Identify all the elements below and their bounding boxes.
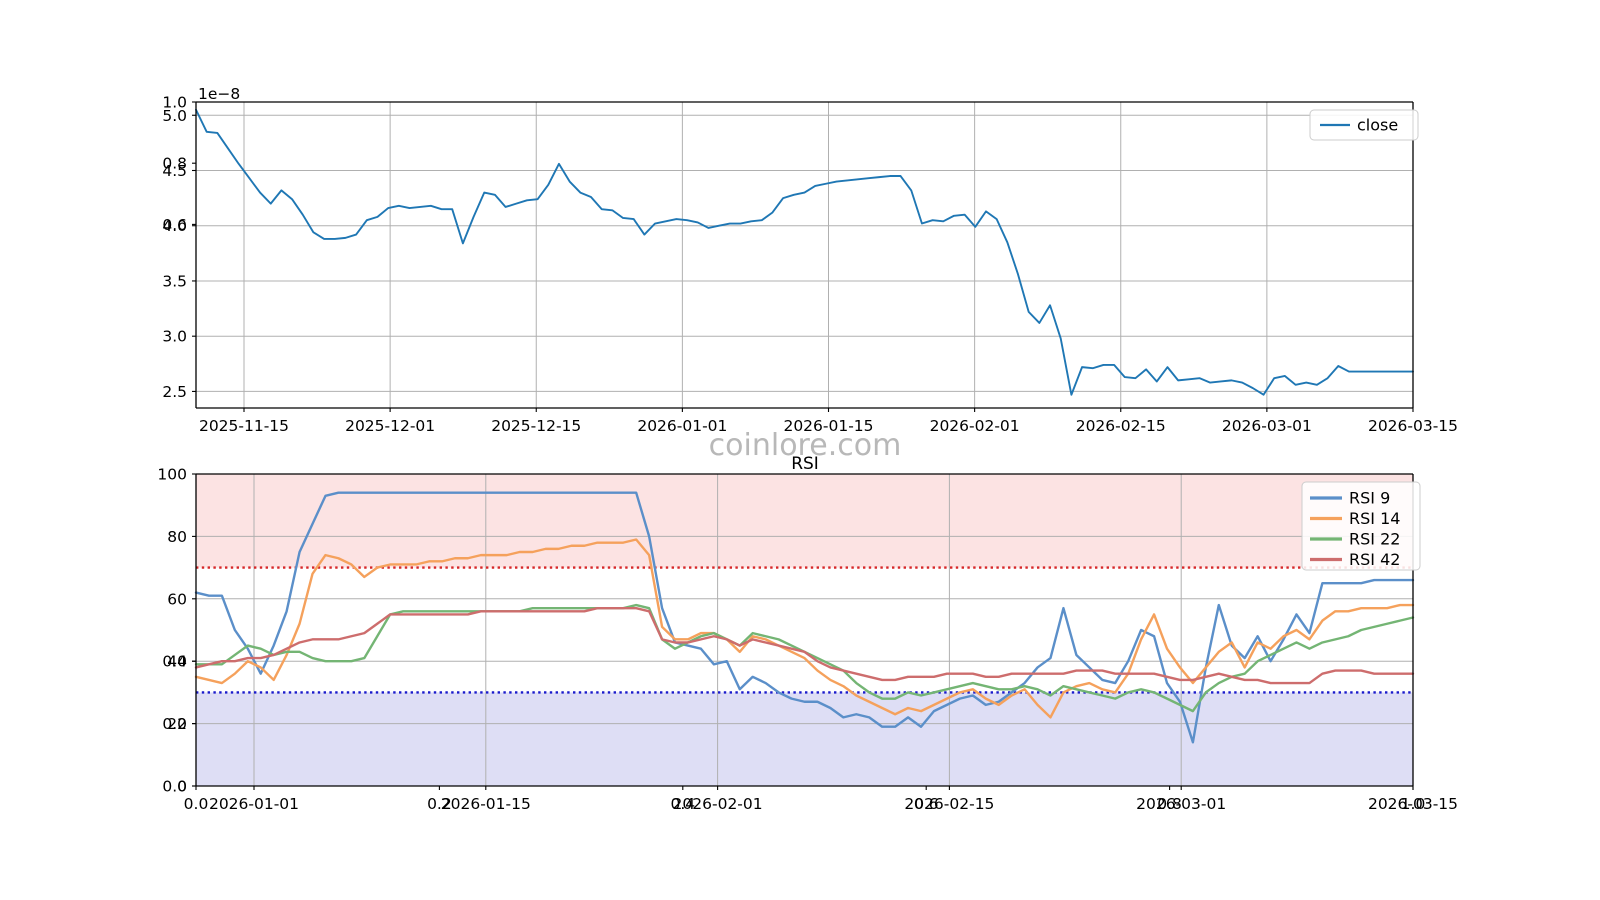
legend-background (1309, 109, 1419, 141)
rsi-panel-title: RSI (791, 454, 819, 474)
x-tick-label: 2026-01-01 (637, 417, 727, 435)
y-tick-label: 40 (167, 653, 187, 671)
rsi-y-tick-labels-overlay: 0.0 0.2 0.4 (162, 653, 196, 796)
y-tick-label-overlay: 0.0 (162, 778, 187, 796)
rsi-x-tick-labels-overlay: 0.0 0.2 0.4 0.6 0.8 1.0 (184, 786, 1426, 813)
series-line-close (195, 108, 1414, 396)
y-tick-label: 3.0 (162, 328, 187, 346)
series-line-rsi-9 (194, 491, 1415, 744)
y-tick-label: 5.0 (162, 107, 187, 125)
y-tick-label: 4.0 (162, 217, 187, 235)
x-tick-label-overlay: 0.2 (427, 795, 452, 813)
price-panel: 2.53.03.54.04.55.0 0.60.81.0 2025-11-15 2… (162, 85, 1458, 435)
y-tick-label: 4.5 (162, 162, 187, 180)
rsi-x-tick-labels: 2026-01-01 2026-01-15 2026-02-01 2026-02-15… (209, 786, 1458, 813)
x-tick-label: 2026-03-01 (1222, 417, 1312, 435)
price-plot-background (196, 102, 1413, 408)
x-tick-label: 2026-01-15 (783, 417, 873, 435)
y-tick-label: 3.5 (162, 272, 187, 290)
series-line-rsi-14 (194, 538, 1415, 719)
y-tick-label: 60 (167, 590, 187, 608)
x-tick-label: 2026-01-01 (209, 795, 299, 813)
x-tick-label-overlay: 1.0 (1401, 795, 1426, 813)
rsi-series-lines (194, 491, 1415, 744)
legend-label-rsi-14: RSI 14 (1349, 509, 1400, 528)
price-legend[interactable]: close (1309, 109, 1419, 141)
y-tick-label-overlay: 0.8 (162, 155, 187, 173)
y-tick-label-overlay: 1.0 (162, 94, 187, 112)
watermark-coinlore: coinlore.com (709, 428, 902, 463)
rsi-band (196, 692, 1413, 786)
legend-background (1301, 481, 1421, 571)
x-tick-label-overlay: 0.8 (1157, 795, 1182, 813)
x-tick-label: 2025-12-01 (345, 417, 435, 435)
x-tick-label-overlay: 0.4 (670, 795, 695, 813)
x-tick-label: 2026-03-15 (1368, 795, 1458, 813)
y-tick-label: 100 (157, 466, 187, 484)
legend-label-rsi-22: RSI 22 (1349, 530, 1400, 549)
x-tick-label: 2026-03-15 (1368, 417, 1458, 435)
legend-label-close: close (1357, 116, 1398, 135)
x-tick-label: 2026-02-15 (904, 795, 994, 813)
y-tick-label-overlay: 0.6 (162, 216, 187, 234)
price-close-line (195, 108, 1414, 396)
y-tick-label: 80 (167, 528, 187, 546)
x-tick-label: 2026-02-01 (673, 795, 763, 813)
y-tick-label: 2.5 (162, 383, 187, 401)
rsi-y-tick-labels: 0 20 40 60 80 100 (157, 466, 196, 796)
price-gridlines (196, 102, 1414, 408)
series-line-rsi-42 (194, 606, 1415, 685)
x-tick-label: 2025-12-15 (491, 417, 581, 435)
price-y-offset-text: 1e−8 (198, 85, 240, 103)
price-y-tick-labels: 2.5 3.0 3.5 4.0 4.5 5.0 (162, 107, 196, 401)
y-tick-label-overlay: 0.4 (162, 653, 187, 671)
x-tick-label: 2026-03-01 (1136, 795, 1226, 813)
x-tick-label-overlay: 0.6 (914, 795, 939, 813)
x-tick-label: 2026-01-15 (441, 795, 531, 813)
rsi-shaded-bands (196, 474, 1413, 786)
price-y-tick-labels-overlay: 0.6 0.8 1.0 (162, 94, 196, 234)
y-tick-label: 20 (167, 715, 187, 733)
legend-label-rsi-9: RSI 9 (1349, 489, 1390, 508)
x-tick-label: 2025-11-15 (199, 417, 289, 435)
x-tick-label: 2026-02-15 (1076, 417, 1166, 435)
legend-label-rsi-42: RSI 42 (1349, 550, 1400, 569)
price-x-tick-labels: 2025-11-15 2025-12-01 2025-12-15 2026-01-01… (199, 408, 1458, 435)
x-tick-label: 2026-02-01 (930, 417, 1020, 435)
y-tick-label-overlay: 0.2 (162, 715, 187, 733)
rsi-band (196, 474, 1413, 568)
y-tick-label: 0 (177, 778, 187, 796)
price-axis-spines (195, 101, 1414, 409)
x-tick-label-overlay: 0.0 (184, 795, 209, 813)
